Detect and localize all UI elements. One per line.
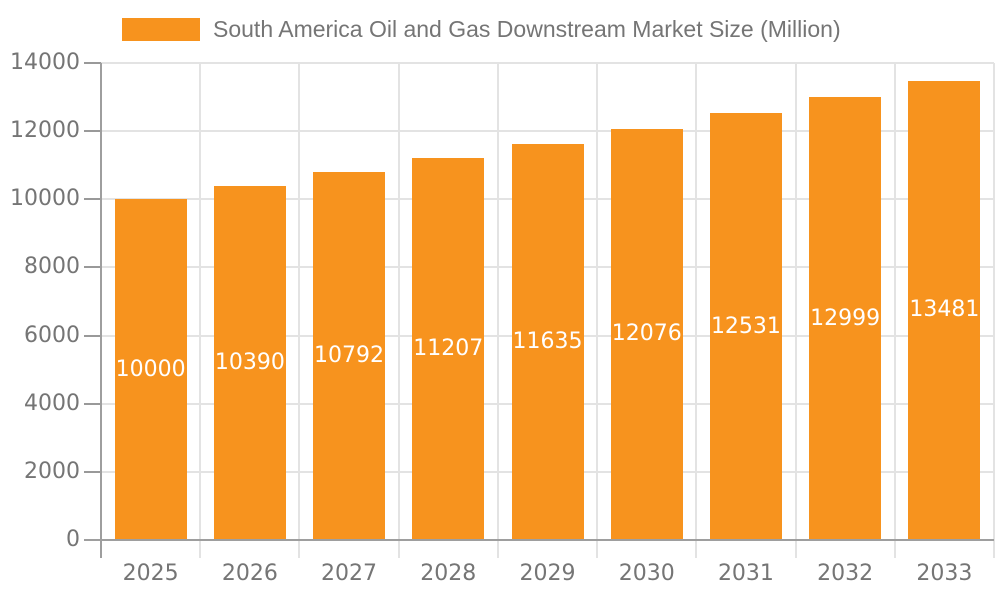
- bar: [610, 128, 683, 540]
- gridline-vertical: [893, 63, 896, 558]
- bar-value-label: 10000: [115, 356, 186, 382]
- y-axis-label: 2000: [24, 458, 80, 484]
- y-axis-label: 12000: [10, 118, 80, 144]
- x-axis-label: 2031: [717, 561, 774, 586]
- gridline-vertical: [298, 63, 301, 558]
- y-axis-label: 8000: [24, 254, 80, 280]
- x-axis-label: 2032: [817, 561, 874, 586]
- gridline-vertical: [794, 63, 797, 558]
- x-axis-label: 2025: [122, 561, 179, 586]
- y-axis-tick: [84, 266, 101, 269]
- gridline-vertical: [596, 63, 599, 558]
- gridline-vertical: [496, 63, 499, 558]
- bar: [511, 143, 584, 540]
- x-axis-line: [84, 539, 994, 541]
- x-axis-label: 2027: [321, 561, 378, 586]
- bar-value-label: 12076: [611, 321, 682, 347]
- bar: [908, 80, 981, 540]
- y-axis-tick: [84, 470, 101, 473]
- y-axis-label: 10000: [10, 186, 80, 212]
- x-axis-label: 2028: [420, 561, 477, 586]
- bar: [213, 185, 286, 540]
- legend-swatch: [122, 18, 200, 41]
- y-axis-label: 6000: [24, 322, 80, 348]
- gridline-vertical: [993, 63, 995, 558]
- bar: [313, 172, 386, 540]
- bar-value-label: 13481: [909, 297, 980, 323]
- bar-value-label: 11207: [413, 336, 484, 362]
- x-axis-label: 2030: [618, 561, 675, 586]
- y-axis-tick: [84, 130, 101, 133]
- bar-value-label: 11635: [512, 328, 583, 354]
- bar: [709, 113, 782, 540]
- y-axis-line: [100, 63, 102, 558]
- chart-legend[interactable]: South America Oil and Gas Downstream Mar…: [122, 16, 841, 43]
- bar-value-label: 12531: [710, 313, 781, 339]
- gridline-horizontal: [101, 130, 994, 133]
- bar: [809, 97, 882, 540]
- bar-value-label: 12999: [810, 305, 881, 331]
- bar: [412, 158, 485, 540]
- x-axis-label: 2033: [916, 561, 973, 586]
- bar: [114, 199, 187, 540]
- y-axis-tick: [84, 62, 101, 64]
- gridline-horizontal: [101, 62, 994, 64]
- gridline-vertical: [397, 63, 400, 558]
- gridline-vertical: [695, 63, 698, 558]
- y-axis-tick: [84, 334, 101, 337]
- y-axis-tick: [84, 198, 101, 201]
- legend-label: South America Oil and Gas Downstream Mar…: [213, 16, 841, 42]
- bar-value-label: 10390: [214, 349, 285, 375]
- x-axis-label: 2029: [519, 561, 576, 586]
- y-axis-label: 14000: [10, 50, 80, 75]
- y-axis-label: 0: [66, 527, 80, 552]
- y-axis-label: 4000: [24, 390, 80, 416]
- x-axis-label: 2026: [221, 561, 278, 586]
- gridline-vertical: [199, 63, 202, 558]
- y-axis-tick: [84, 402, 101, 405]
- bar-value-label: 10792: [314, 343, 385, 369]
